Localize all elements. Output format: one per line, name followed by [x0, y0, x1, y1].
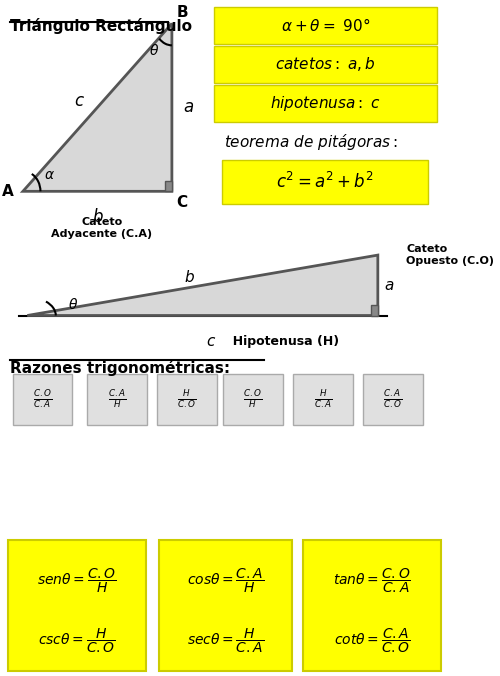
Text: $c^2 = a^2 + b^2$: $c^2 = a^2 + b^2$: [276, 172, 374, 192]
Text: $\frac{H}{C.A}$: $\frac{H}{C.A}$: [314, 389, 332, 410]
Text: A: A: [2, 184, 14, 199]
Text: Cateto
Adyacente (C.A): Cateto Adyacente (C.A): [51, 218, 152, 239]
FancyBboxPatch shape: [214, 46, 437, 82]
Polygon shape: [28, 255, 378, 316]
Text: $c$: $c$: [206, 333, 216, 349]
Polygon shape: [372, 306, 378, 316]
FancyBboxPatch shape: [158, 374, 217, 425]
Text: Cateto
Opuesto (C.O): Cateto Opuesto (C.O): [406, 244, 494, 266]
Text: $hipotenusa: \ c$: $hipotenusa: \ c$: [270, 93, 381, 113]
Text: $c$: $c$: [74, 92, 86, 110]
Text: $a$: $a$: [384, 278, 394, 293]
FancyBboxPatch shape: [364, 374, 423, 425]
Text: $\theta$: $\theta$: [68, 297, 78, 312]
Polygon shape: [166, 181, 172, 191]
Text: Hipotenusa (H): Hipotenusa (H): [224, 335, 340, 347]
Text: $\frac{H}{C.O}$: $\frac{H}{C.O}$: [178, 389, 197, 410]
FancyBboxPatch shape: [294, 374, 353, 425]
Text: $tan\theta = \dfrac{C.O}{C.A}$: $tan\theta = \dfrac{C.O}{C.A}$: [334, 566, 411, 595]
Text: $b$: $b$: [184, 269, 195, 285]
FancyBboxPatch shape: [304, 540, 442, 671]
Text: $b$: $b$: [92, 208, 104, 226]
Text: B: B: [176, 5, 188, 20]
FancyBboxPatch shape: [158, 540, 292, 671]
Text: $cos\theta = \dfrac{C.A}{H}$: $cos\theta = \dfrac{C.A}{H}$: [187, 566, 264, 595]
Text: $\theta$: $\theta$: [150, 43, 160, 58]
Text: $sec\theta = \dfrac{H}{C.A}$: $sec\theta = \dfrac{H}{C.A}$: [187, 627, 264, 655]
Text: Triángulo Rectángulo: Triángulo Rectángulo: [10, 18, 192, 34]
Text: $teorema \ de \ pitágoras:$: $teorema \ de \ pitágoras:$: [224, 132, 398, 152]
FancyBboxPatch shape: [223, 374, 282, 425]
Text: $a$: $a$: [183, 99, 194, 116]
FancyBboxPatch shape: [214, 84, 437, 122]
Text: Razones trigonométricas:: Razones trigonométricas:: [10, 360, 230, 377]
Text: $catetos: \ a, b$: $catetos: \ a, b$: [275, 55, 376, 73]
Text: $csc\theta = \dfrac{H}{C.O}$: $csc\theta = \dfrac{H}{C.O}$: [38, 627, 116, 655]
FancyBboxPatch shape: [8, 540, 145, 671]
Text: $\alpha$: $\alpha$: [44, 168, 54, 182]
FancyBboxPatch shape: [214, 7, 437, 44]
Text: $\frac{C.A}{H}$: $\frac{C.A}{H}$: [108, 389, 126, 410]
Text: $\frac{C.O}{H}$: $\frac{C.O}{H}$: [243, 389, 262, 410]
FancyBboxPatch shape: [13, 374, 72, 425]
Text: $\frac{C.A}{C.O}$: $\frac{C.A}{C.O}$: [384, 389, 403, 410]
FancyBboxPatch shape: [222, 160, 428, 204]
Text: $\frac{C.O}{C.A}$: $\frac{C.O}{C.A}$: [33, 389, 52, 410]
FancyBboxPatch shape: [88, 374, 147, 425]
Text: $\alpha + \theta = \ 90°$: $\alpha + \theta = \ 90°$: [280, 17, 370, 34]
Text: C: C: [176, 195, 188, 210]
Polygon shape: [23, 24, 172, 191]
Text: $sen\theta = \dfrac{C.O}{H}$: $sen\theta = \dfrac{C.O}{H}$: [36, 566, 117, 595]
Text: $cot\theta = \dfrac{C.A}{C.O}$: $cot\theta = \dfrac{C.A}{C.O}$: [334, 627, 410, 655]
